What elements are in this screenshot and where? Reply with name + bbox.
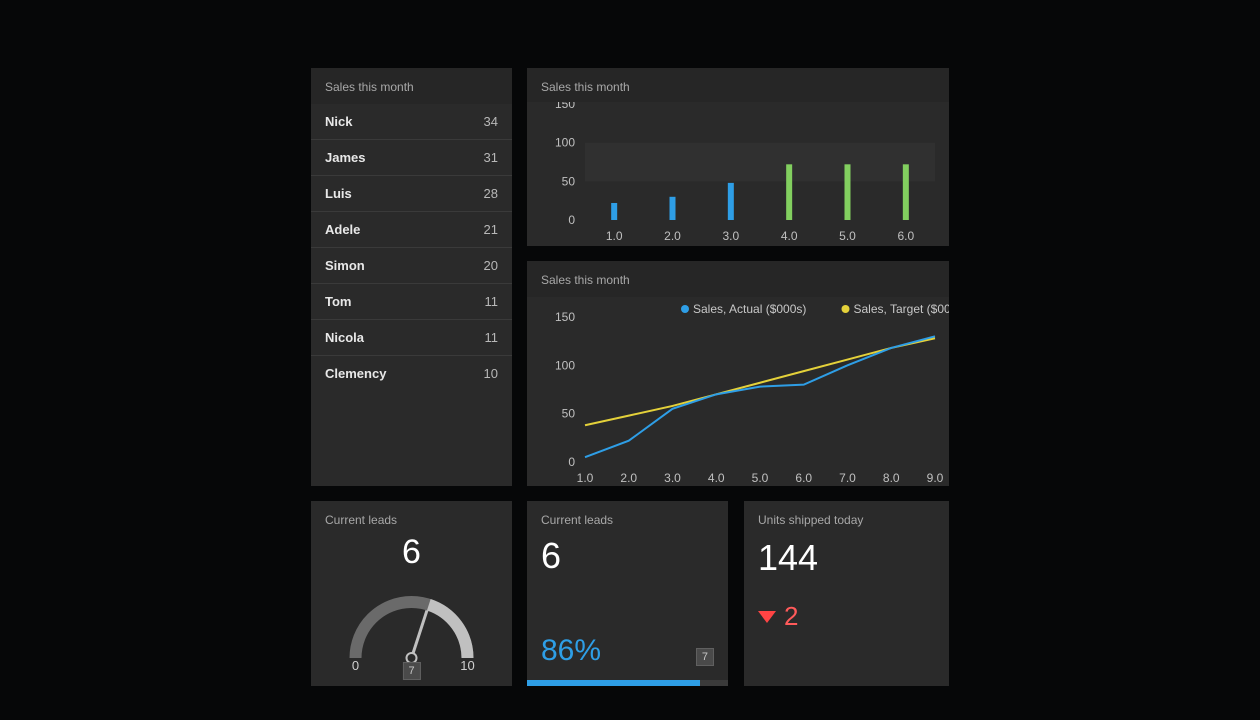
units-delta: 2	[744, 579, 949, 632]
leaderboard-name: Tom	[325, 294, 351, 309]
leaderboard-row: Simon 20	[311, 248, 512, 284]
line-chart-svg: Sales, Actual ($000s) Sales, Target ($000…	[527, 297, 949, 490]
svg-text:5.0: 5.0	[752, 471, 769, 485]
current-leads-percent-panel: Current leads 6 86% 7	[527, 501, 728, 686]
svg-text:100: 100	[555, 358, 575, 372]
gauge-value: 6	[311, 533, 512, 572]
leaderboard-rows: Nick34James31Luis28Adele21Simon20Tom11Ni…	[311, 104, 512, 391]
svg-text:100: 100	[555, 136, 575, 150]
svg-text:8.0: 8.0	[883, 471, 900, 485]
leaderboard-name: Nick	[325, 114, 352, 129]
leads-percent: 86%	[541, 634, 601, 668]
leads-bar-track	[527, 680, 728, 686]
units-shipped-panel: Units shipped today 144 2	[744, 501, 949, 686]
bar-chart-title: Sales this month	[527, 68, 949, 102]
svg-text:Sales, Target ($000s): Sales, Target ($000s)	[854, 302, 950, 316]
leaderboard-title: Sales this month	[311, 68, 512, 104]
leads-stamp: 7	[696, 648, 714, 666]
leaderboard-name: Clemency	[325, 366, 386, 381]
svg-text:0: 0	[352, 658, 359, 672]
leaderboard-value: 11	[485, 294, 499, 309]
svg-text:10: 10	[460, 658, 474, 672]
leads-title: Current leads	[527, 501, 728, 533]
svg-text:150: 150	[555, 310, 575, 324]
svg-text:50: 50	[562, 174, 576, 188]
line-chart-title: Sales this month	[527, 261, 949, 297]
svg-text:2.0: 2.0	[620, 471, 637, 485]
triangle-down-icon	[758, 611, 776, 623]
leaderboard-row: Adele 21	[311, 212, 512, 248]
units-delta-value: 2	[784, 601, 798, 632]
svg-text:0: 0	[568, 455, 575, 469]
sales-leaderboard-panel: Sales this month Nick 34 James 31 Luis 28 Adel…	[311, 68, 512, 486]
svg-text:2.0: 2.0	[664, 229, 681, 243]
svg-text:6.0: 6.0	[897, 229, 914, 243]
leaderboard-name: Nicola	[325, 330, 364, 345]
leaderboard-value: 31	[484, 150, 498, 165]
sales-line-chart-panel: Sales this month Sales, Actual ($000s) Sa…	[527, 261, 949, 486]
svg-text:150: 150	[555, 102, 575, 111]
leaderboard-value: 20	[484, 258, 498, 273]
svg-text:50: 50	[562, 407, 576, 421]
svg-text:6.0: 6.0	[795, 471, 812, 485]
svg-text:3.0: 3.0	[722, 229, 739, 243]
svg-text:7.0: 7.0	[839, 471, 856, 485]
svg-text:3.0: 3.0	[664, 471, 681, 485]
svg-text:1.0: 1.0	[606, 229, 623, 243]
leaderboard-row: Nick 34	[311, 104, 512, 140]
leaderboard-name: Simon	[325, 258, 365, 273]
leaderboard-value: 21	[484, 222, 498, 237]
leaderboard-name: Adele	[325, 222, 360, 237]
units-title: Units shipped today	[744, 501, 949, 533]
leaderboard-value: 34	[484, 114, 498, 129]
leaderboard-value: 10	[484, 366, 498, 381]
leaderboard-row: Luis 28	[311, 176, 512, 212]
gauge-stamp: 7	[402, 662, 420, 680]
leaderboard-name: Luis	[325, 186, 352, 201]
svg-text:5.0: 5.0	[839, 229, 856, 243]
leaderboard-row: Clemency 10	[311, 356, 512, 391]
sales-bar-chart-panel: Sales this month 0 50 100 150 1.0 2.0 3.0 4.0 5.…	[527, 68, 949, 246]
leads-value: 6	[527, 533, 728, 577]
leaderboard-row: James 31	[311, 140, 512, 176]
leaderboard-row: Tom 11	[311, 284, 512, 320]
gauge-svg: 0 10	[311, 572, 512, 672]
units-value: 144	[744, 533, 949, 579]
leaderboard-name: James	[325, 150, 365, 165]
gauge-title: Current leads	[311, 501, 512, 533]
bar-chart-svg: 0 50 100 150 1.0 2.0 3.0 4.0 5.0 6.0	[527, 102, 949, 248]
leaderboard-value: 11	[485, 330, 499, 345]
svg-text:Sales, Actual ($000s): Sales, Actual ($000s)	[693, 302, 806, 316]
current-leads-gauge-panel: Current leads 6 0 10 7	[311, 501, 512, 686]
svg-text:0: 0	[568, 213, 575, 227]
svg-text:1.0: 1.0	[577, 471, 594, 485]
leaderboard-row: Nicola 11	[311, 320, 512, 356]
svg-text:4.0: 4.0	[781, 229, 798, 243]
svg-text:4.0: 4.0	[708, 471, 725, 485]
leaderboard-value: 28	[484, 186, 498, 201]
leads-bar-fill	[527, 680, 700, 686]
svg-text:9.0: 9.0	[927, 471, 944, 485]
